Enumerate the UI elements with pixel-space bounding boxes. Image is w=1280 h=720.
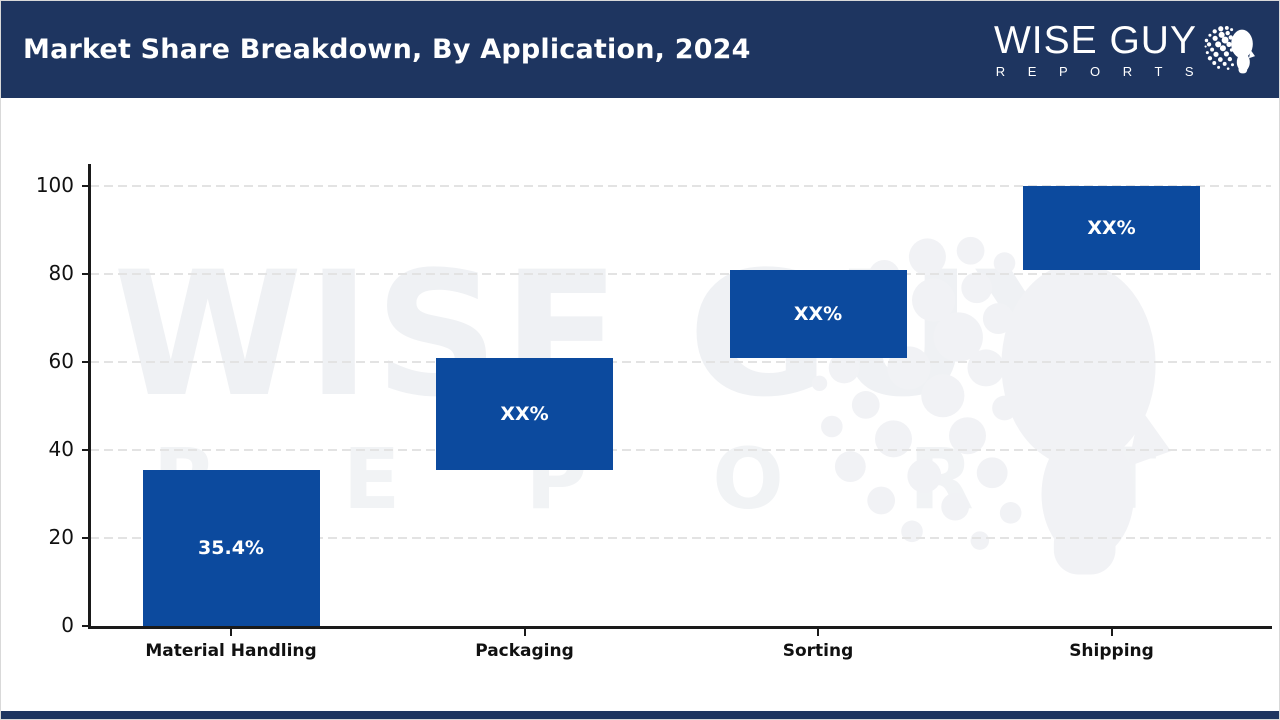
bar-value-label: XX% [500,402,549,425]
x-category-label: Material Handling [145,641,317,661]
chart-title: Market Share Breakdown, By Application, … [23,34,751,65]
y-tick-label: 20 [48,525,74,549]
y-tick-mark [82,185,90,187]
y-tick-mark [82,625,90,627]
y-tick-mark [82,273,90,275]
header-bar: Market Share Breakdown, By Application, … [1,1,1279,98]
y-tick-mark [82,361,90,363]
y-tick-label: 100 [35,173,74,197]
brand-name: WISE GUY [993,18,1197,62]
x-category-label: Sorting [782,641,854,661]
bar-material-handling: 35.4% [142,470,320,626]
x-tick-mark [1110,628,1113,636]
y-gridline [90,273,1271,275]
y-axis-line [88,164,91,627]
y-tick-label: 80 [48,261,74,285]
bar-sorting: XX% [729,269,907,358]
x-category-label: Packaging [475,641,574,661]
x-tick-mark [523,628,526,636]
brand-head-icon [1204,25,1255,73]
x-category-label: Shipping [1069,641,1154,661]
bar-value-label: XX% [793,302,843,325]
y-gridline [90,449,1271,451]
y-tick-mark [82,449,90,451]
y-gridline [90,361,1271,363]
bar-value-label: XX% [1087,216,1136,239]
y-tick-mark [82,537,90,539]
brand-logo: WISE GUY R E P O R T S [994,12,1255,88]
y-gridline [90,185,1271,187]
bar-shipping: XX% [1023,186,1200,270]
y-gridline [90,537,1271,539]
bar-packaging: XX% [436,357,613,471]
y-tick-label: 60 [48,349,74,373]
y-tick-label: 0 [61,613,74,637]
x-axis-line [88,626,1272,629]
brand-logo-text: WISE GUY R E P O R T S [994,21,1197,79]
footer-bar [1,711,1279,719]
bar-value-label: 35.4% [198,537,264,560]
brand-subtitle: R E P O R T S [995,63,1203,79]
y-tick-label: 40 [48,437,74,461]
x-tick-mark [230,628,232,636]
x-tick-mark [817,628,819,636]
